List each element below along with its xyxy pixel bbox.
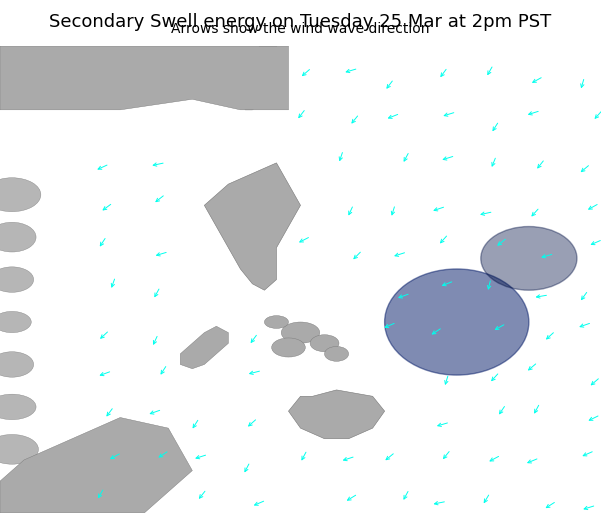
Polygon shape [204, 163, 300, 290]
Ellipse shape [325, 346, 349, 361]
Ellipse shape [310, 335, 339, 352]
Polygon shape [180, 326, 228, 369]
Ellipse shape [272, 338, 305, 357]
Polygon shape [240, 46, 284, 110]
Ellipse shape [281, 322, 320, 343]
Ellipse shape [0, 311, 31, 332]
Ellipse shape [385, 269, 529, 375]
Text: Arrows show the wind wave direction: Arrows show the wind wave direction [171, 22, 430, 36]
Ellipse shape [481, 227, 577, 290]
Ellipse shape [0, 352, 34, 377]
Ellipse shape [0, 435, 38, 464]
Ellipse shape [0, 222, 36, 252]
Ellipse shape [0, 177, 41, 212]
Ellipse shape [0, 267, 34, 292]
Polygon shape [0, 418, 192, 513]
Polygon shape [288, 390, 385, 439]
Text: Secondary Swell energy on Tuesday 25 Mar at 2pm PST: Secondary Swell energy on Tuesday 25 Mar… [49, 13, 552, 31]
Ellipse shape [0, 394, 36, 420]
Ellipse shape [264, 315, 288, 328]
Polygon shape [0, 46, 288, 110]
